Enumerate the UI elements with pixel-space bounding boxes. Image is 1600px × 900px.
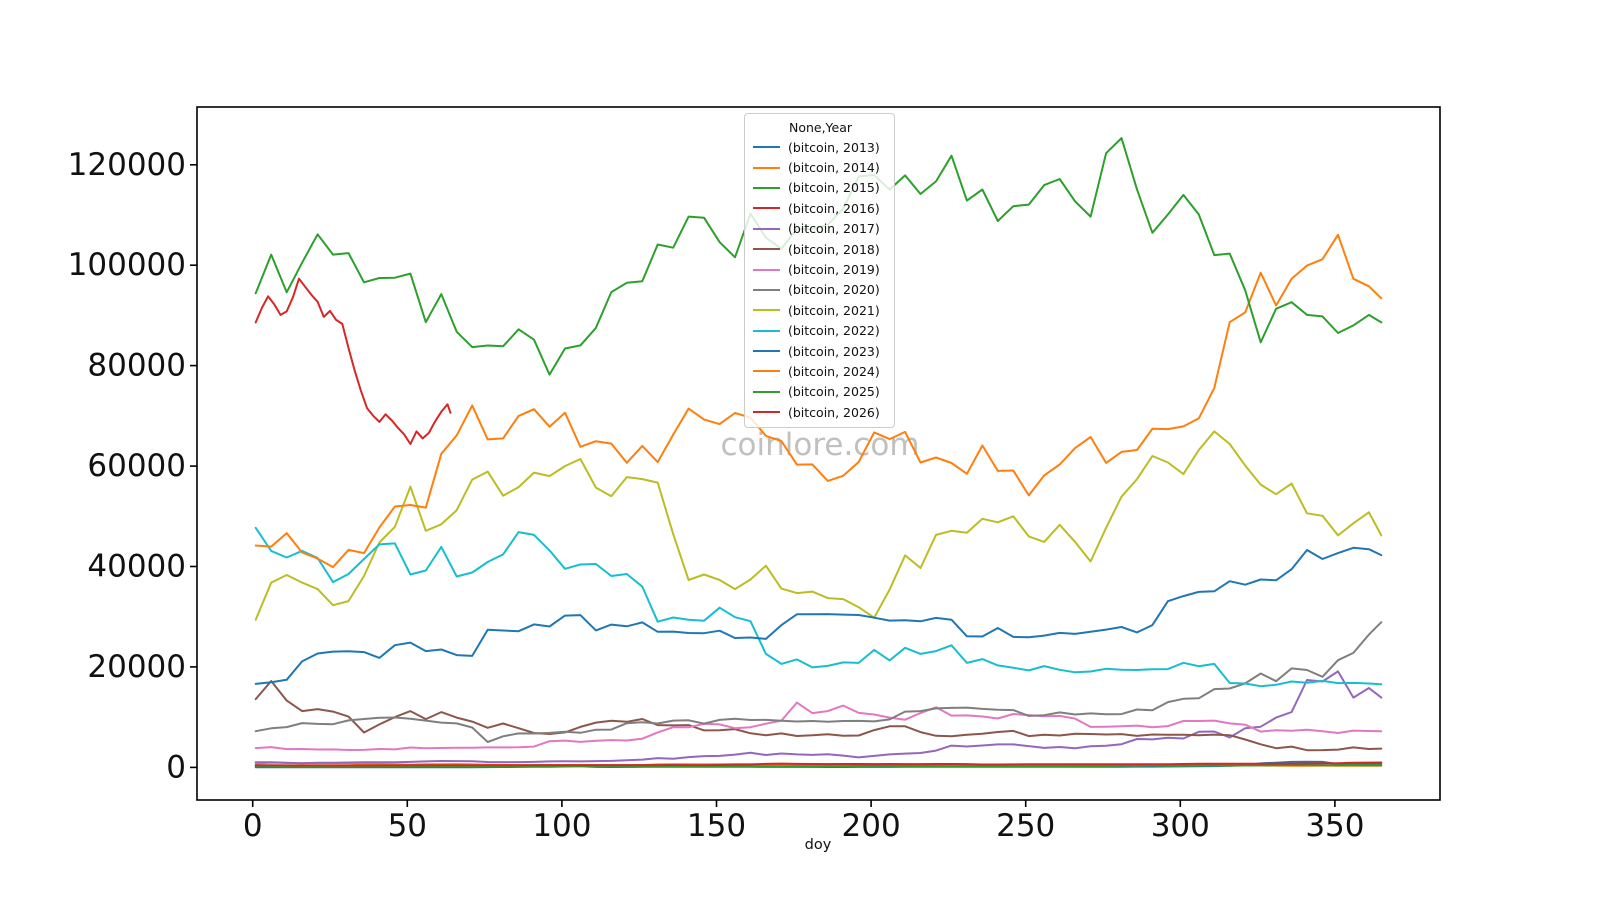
y-tick-label: 100000 [68, 247, 186, 283]
plot-border [196, 106, 1441, 801]
legend-item-label: (bitcoin, 2022) [788, 323, 880, 339]
legend-line-swatch [753, 207, 780, 210]
series-line-bitcoin-2024 [254, 233, 1383, 569]
legend-item: (bitcoin, 2024) [753, 361, 888, 381]
legend-line-swatch [753, 268, 780, 271]
legend-item-label: (bitcoin, 2019) [788, 262, 880, 278]
x-tick-label: 350 [1305, 808, 1364, 844]
y-tick-label: 20000 [87, 649, 186, 685]
legend-item: (bitcoin, 2023) [753, 341, 888, 361]
legend-line-swatch [753, 329, 780, 332]
legend-line-swatch [753, 166, 780, 169]
legend-item: (bitcoin, 2016) [753, 198, 888, 218]
legend-item: (bitcoin, 2017) [753, 219, 888, 239]
legend-item-label: (bitcoin, 2016) [788, 200, 880, 216]
legend-item: (bitcoin, 2018) [753, 239, 888, 259]
legend-item-label: (bitcoin, 2023) [788, 343, 880, 359]
legend-item-label: (bitcoin, 2020) [788, 282, 880, 298]
legend-item: (bitcoin, 2019) [753, 259, 888, 279]
legend-line-swatch [753, 186, 780, 189]
legend-item-label: (bitcoin, 2013) [788, 139, 880, 155]
y-tick-label: 120000 [68, 147, 186, 183]
legend: None,Year (bitcoin, 2013) (bitcoin, 2014)… [744, 113, 895, 428]
legend-line-swatch [753, 390, 780, 393]
series-line-bitcoin-2018 [254, 680, 1383, 752]
series-line-bitcoin-2026 [254, 277, 452, 445]
series-line-bitcoin-2017 [254, 670, 1383, 765]
y-tick-label: 60000 [87, 448, 186, 484]
series-line-bitcoin-2021 [254, 430, 1383, 621]
series-line-bitcoin-2022 [254, 526, 1383, 688]
series-line-bitcoin-2023 [254, 546, 1383, 685]
series-lines [254, 137, 1383, 769]
x-tick-label: 50 [388, 808, 427, 844]
series-line-bitcoin-2020 [254, 621, 1383, 743]
legend-line-swatch [753, 288, 780, 291]
series-line-bitcoin-2016 [254, 761, 1383, 767]
legend-item: (bitcoin, 2014) [753, 157, 888, 177]
x-tick-label: 300 [1151, 808, 1210, 844]
legend-item: (bitcoin, 2015) [753, 178, 888, 198]
legend-line-swatch [753, 411, 780, 414]
legend-item: (bitcoin, 2021) [753, 300, 888, 320]
x-tick-label: 250 [996, 808, 1055, 844]
legend-item-label: (bitcoin, 2014) [788, 160, 880, 176]
legend-items: (bitcoin, 2013) (bitcoin, 2014) (bitcoin, … [753, 137, 888, 422]
legend-item-label: (bitcoin, 2018) [788, 241, 880, 257]
y-tick-label: 40000 [87, 549, 186, 585]
series-line-bitcoin-2019 [254, 701, 1383, 751]
legend-item-label: (bitcoin, 2024) [788, 363, 880, 379]
y-tick-label: 80000 [87, 348, 186, 384]
legend-line-swatch [753, 227, 780, 230]
legend-item-label: (bitcoin, 2021) [788, 302, 880, 318]
legend-item: (bitcoin, 2013) [753, 137, 888, 157]
x-tick-label: 200 [842, 808, 901, 844]
legend-line-swatch [753, 248, 780, 251]
x-tick-label: 100 [532, 808, 591, 844]
x-tick-label: 150 [687, 808, 746, 844]
x-tick-label: 0 [243, 808, 263, 844]
legend-title: None,Year [788, 120, 853, 135]
legend-item: (bitcoin, 2025) [753, 382, 888, 402]
legend-item: (bitcoin, 2026) [753, 402, 888, 422]
legend-item: (bitcoin, 2020) [753, 280, 888, 300]
legend-line-swatch [753, 350, 780, 353]
legend-item-label: (bitcoin, 2017) [788, 221, 880, 237]
watermark-text: coinlore.com [720, 427, 919, 463]
legend-item-label: (bitcoin, 2026) [788, 404, 880, 420]
axes: 0 50 100 150 200 250 300 350 0 20000 40000 60000 800… [68, 106, 1441, 844]
y-tick-label: 0 [166, 749, 186, 785]
legend-line-swatch [753, 309, 780, 312]
x-axis-label: doy [805, 837, 832, 853]
legend-item-label: (bitcoin, 2015) [788, 180, 880, 196]
legend-item-label: (bitcoin, 2025) [788, 384, 880, 400]
legend-line-swatch [753, 370, 780, 373]
legend-item: (bitcoin, 2022) [753, 321, 888, 341]
legend-line-swatch [753, 146, 780, 149]
